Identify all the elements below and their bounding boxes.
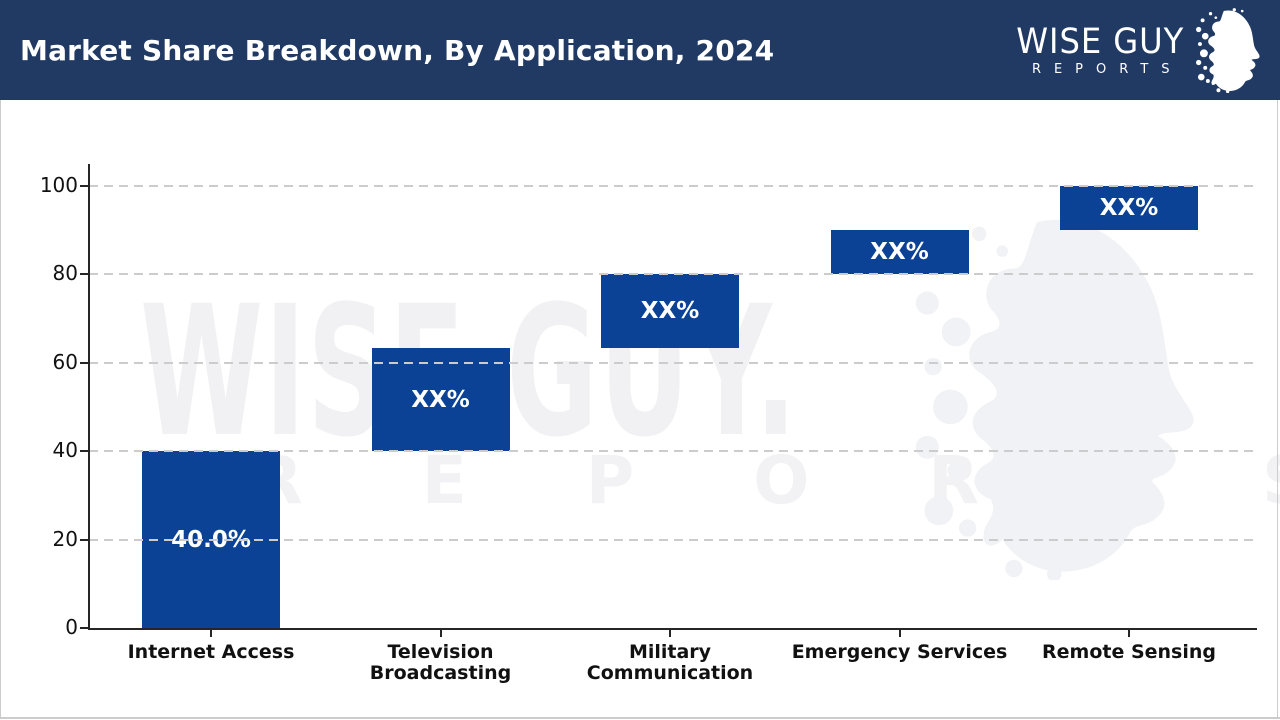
x-axis-line	[88, 628, 1257, 630]
gridline-y-20	[89, 538, 1257, 541]
bar-2: XX%	[371, 348, 510, 452]
bar-value-label: XX%	[1099, 195, 1159, 222]
x-tick-mark	[210, 630, 212, 637]
x-category-label: Internet Access	[127, 641, 295, 663]
y-tick-mark	[80, 450, 88, 453]
x-tick-mark	[898, 630, 901, 637]
y-tick-mark	[80, 273, 88, 276]
bar-3: XX%	[601, 274, 739, 349]
y-axis-line	[88, 164, 90, 630]
y-tick-label: 80	[52, 261, 78, 286]
logo-face-icon	[1196, 8, 1260, 93]
bar-5: XX%	[1060, 186, 1198, 231]
gridline-y-40	[89, 450, 1257, 453]
x-category-label: Television Broadcasting	[369, 641, 512, 684]
waterfall-chart: 0 20 40 60 80 100 40.0% Internet Access XX% Telev…	[0, 100, 1280, 720]
y-tick-label: 0	[65, 615, 78, 639]
y-tick-mark	[80, 361, 88, 364]
page-title: Market Share Breakdown, By Application, …	[20, 33, 775, 67]
watermark-face-icon	[915, 209, 1194, 580]
x-tick-mark	[669, 630, 671, 637]
y-tick-mark	[80, 627, 88, 629]
bar-value-label: XX%	[411, 386, 470, 413]
y-tick-label: 40	[52, 438, 78, 463]
y-tick-label: 100	[39, 173, 78, 197]
x-category-label: Military Communication	[586, 641, 754, 684]
gridline-y-60	[89, 361, 1257, 364]
y-tick-mark	[80, 538, 88, 541]
gridline-y-100	[89, 185, 1257, 187]
bar-value-label: XX%	[640, 298, 700, 325]
x-tick-mark	[1128, 630, 1130, 637]
x-tick-mark	[439, 630, 442, 637]
y-tick-label: 20	[52, 526, 78, 551]
logo-text: WISE GUY REPORTS	[1009, 24, 1192, 77]
y-tick-label: 60	[52, 349, 78, 374]
gridline-y-80	[89, 273, 1257, 276]
y-tick-mark	[80, 185, 88, 187]
logo-subtitle: REPORTS	[1031, 61, 1183, 77]
bar-4: XX%	[830, 230, 969, 275]
wise-guy-logo: WISE GUY REPORTS	[1009, 0, 1262, 100]
header-bar: Market Share Breakdown, By Application, …	[0, 0, 1280, 100]
x-category-label: Remote Sensing	[1042, 641, 1216, 663]
frame-left-border	[0, 100, 1, 718]
bar-value-label: XX%	[870, 239, 929, 266]
logo-wordmark: WISE GUY	[1016, 21, 1185, 62]
x-category-label: Emergency Services	[791, 641, 1008, 663]
frame-bottom-border	[0, 717, 1280, 719]
frame-right-border	[1277, 100, 1278, 718]
